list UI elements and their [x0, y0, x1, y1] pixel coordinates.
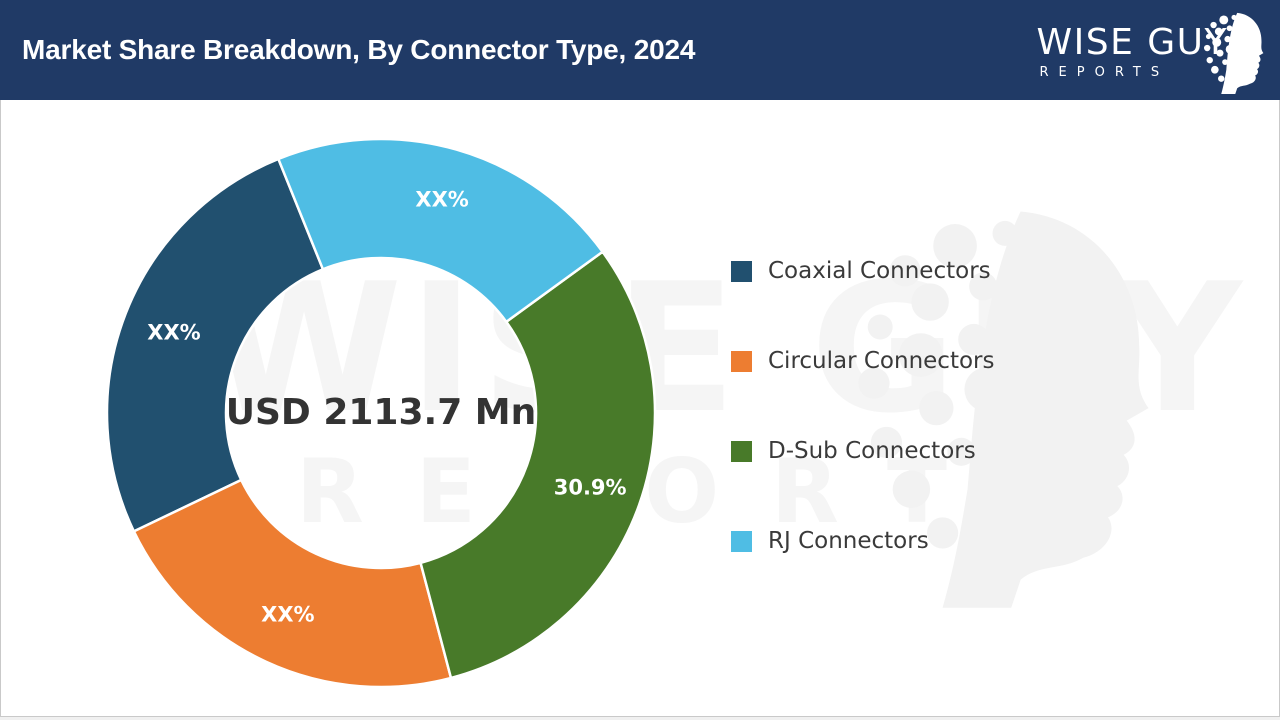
slice-label-3: XX%: [415, 188, 468, 212]
donut-slice-1: [132, 478, 453, 689]
slice-label-0: XX%: [147, 321, 200, 345]
logo-subtitle: REPORTS: [1039, 64, 1170, 80]
logo-head-icon: [1202, 11, 1266, 94]
legend-item-1: Circular Connectors: [731, 340, 995, 382]
legend-item-0: Coaxial Connectors: [731, 250, 995, 292]
legend-swatch-1: [731, 350, 752, 372]
legend-label-3: RJ Connectors: [768, 528, 929, 554]
chart-canvas: WISE GUY REPORTS XX% XX% 30.9% XX% USD 2113…: [0, 100, 1280, 717]
slice-label-1: XX%: [261, 603, 314, 627]
donut-chart: XX% XX% 30.9% XX%: [105, 137, 657, 689]
legend-item-3: RJ Connectors: [731, 520, 995, 562]
donut-slice-3: [276, 137, 605, 324]
legend-swatch-2: [731, 440, 752, 462]
logo-text: WISE GUY REPORTS: [1037, 24, 1229, 80]
page-title: Market Share Breakdown, By Connector Typ…: [22, 34, 696, 65]
chart-legend: Coaxial Connectors Circular Connectors D…: [731, 250, 995, 610]
legend-label-2: D-Sub Connectors: [768, 438, 976, 464]
donut-slice-0: [105, 157, 325, 534]
wise-guy-logo: WISE GUY REPORTS: [1037, 8, 1267, 96]
donut-slice-2: [419, 250, 657, 680]
legend-swatch-0: [731, 260, 752, 282]
legend-label-1: Circular Connectors: [768, 348, 995, 374]
slice-label-2: 30.9%: [554, 475, 627, 499]
legend-item-2: D-Sub Connectors: [731, 430, 995, 472]
legend-label-0: Coaxial Connectors: [768, 258, 991, 284]
header-bar: Market Share Breakdown, By Connector Typ…: [0, 0, 1280, 100]
logo-wordmark: WISE GUY: [1036, 22, 1228, 63]
legend-swatch-3: [731, 530, 752, 552]
donut-center-value: USD 2113.7 Mn: [225, 392, 537, 433]
